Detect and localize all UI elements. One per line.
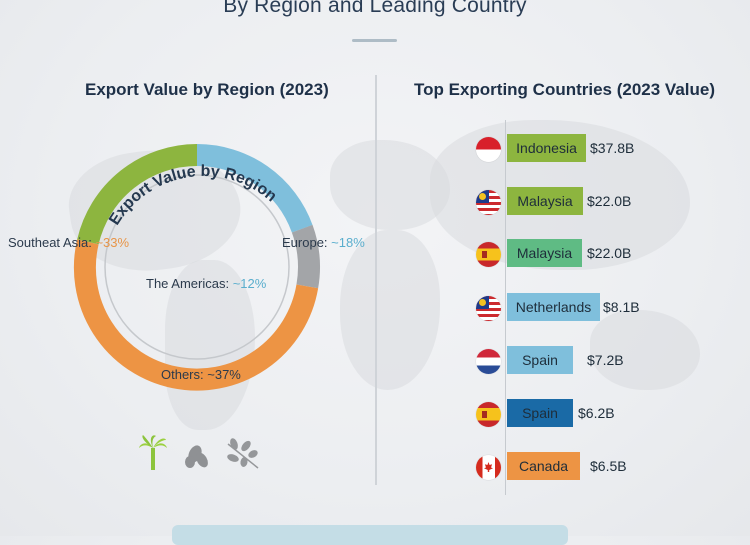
region-chart-title: Export Value by Region (2023) [85,80,329,99]
countries-chart-title: Top Exporting Countries (2023 Value) [414,80,716,99]
label-name: Southeat Asia: [8,235,96,250]
bar-label: Netherlands [515,299,592,315]
page-subtitle: By Region and Leading Country [223,0,527,17]
label-name: The Americas: [146,276,233,291]
bar-value: $6.5B [590,458,627,474]
label-europe: Europe: ~18% [282,235,365,250]
leaf-branch-icon [227,438,259,469]
bar: Malaysia [507,239,582,267]
bar: Indonesia [507,134,586,162]
bar-value: $22.0B [587,193,632,209]
slice-southeast-asia [77,144,198,245]
label-name: Others: [161,367,208,382]
footer-banner [172,525,568,545]
bar-label: Spain [522,352,558,368]
slice-europe [196,144,313,233]
commodity-icons [139,435,259,470]
bar-label: Canada [518,458,569,474]
label-others: Others: ~37% [161,367,241,382]
flag-netherlands-icon [476,349,501,374]
bar: Spain [507,399,573,427]
flag-canada-icon [476,455,501,480]
label-pct: ~37% [207,367,241,382]
label-name: Europe: [282,235,332,250]
flag-spain-icon [476,402,501,427]
label-pct: ~33% [95,235,130,250]
bar-value: $8.1B [603,299,640,315]
label-pct: ~18% [331,235,365,250]
flag-malaysia-icon [476,190,501,215]
panel-divider [375,75,377,485]
palm-tree-icon [139,435,167,470]
bar-label: Indonesia [516,140,577,156]
bar: Spain [507,346,573,374]
donut-inner-ring [104,174,290,360]
bar: Netherlands [507,293,600,321]
bar-label: Spain [522,405,558,421]
flag-spain-icon [476,242,501,267]
label-southeast-asia: Southeat Asia: ~33% [8,235,129,250]
slice-americas [291,224,320,289]
slice-others [73,239,319,391]
bar: Malaysia [507,187,583,215]
bar-label: Malaysia [517,193,573,209]
bar-value: $6.2B [578,405,615,421]
label-americas: The Americas: ~12% [146,276,266,291]
bar: Canada [507,452,580,480]
bar-value: $22.0B [587,245,632,261]
region-donut-chart: Export Value by Region [73,144,320,391]
bar-axis-line [505,120,506,495]
bar-label: Malaysia [516,245,573,261]
flag-indonesia-icon [476,137,501,162]
bar-value: $7.2B [587,352,624,368]
bar-value: $37.8B [590,140,635,156]
title-underline [352,39,397,42]
flag-malaysia-icon [476,296,501,321]
label-pct: ~12% [232,276,267,291]
nut-icon [185,445,208,468]
